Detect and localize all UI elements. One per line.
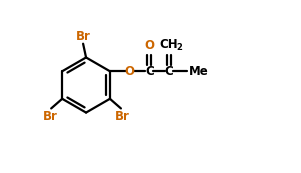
Text: Me: Me <box>189 65 209 78</box>
Text: C: C <box>145 65 154 78</box>
Text: C: C <box>165 65 173 78</box>
Text: Br: Br <box>43 110 57 123</box>
Text: O: O <box>144 39 154 52</box>
Text: 2: 2 <box>176 43 182 52</box>
Text: O: O <box>125 65 135 78</box>
Text: CH: CH <box>160 38 178 51</box>
Text: Br: Br <box>114 110 129 123</box>
Text: Br: Br <box>76 30 91 43</box>
